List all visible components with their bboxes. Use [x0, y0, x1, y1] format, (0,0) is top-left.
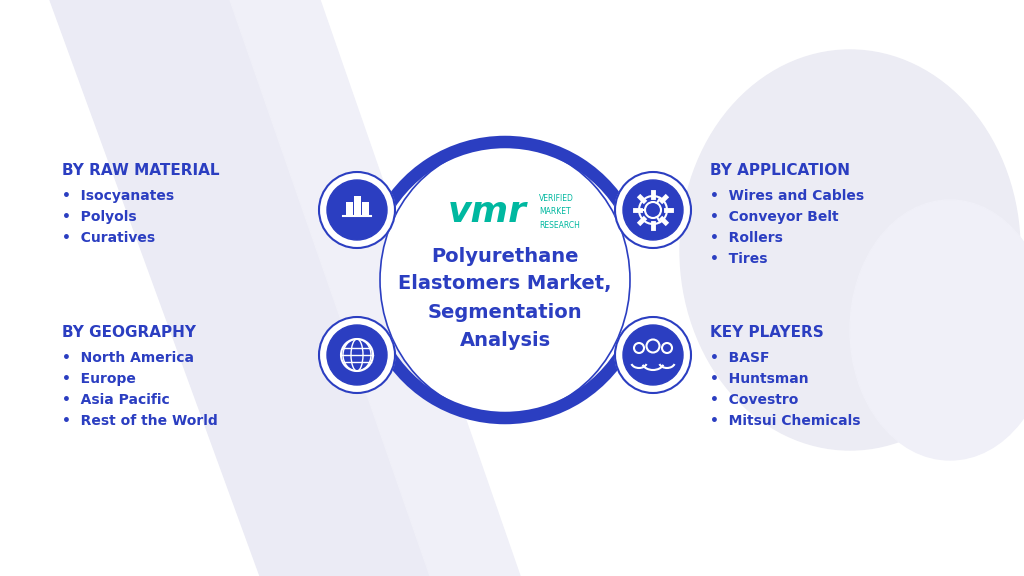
Text: •  Conveyor Belt: • Conveyor Belt — [710, 210, 839, 224]
Text: •  Europe: • Europe — [62, 372, 136, 386]
Ellipse shape — [380, 145, 630, 415]
Text: •  Polyols: • Polyols — [62, 210, 136, 224]
Circle shape — [623, 325, 683, 385]
Text: VERIFIED
MARKET
RESEARCH: VERIFIED MARKET RESEARCH — [539, 194, 580, 230]
Circle shape — [327, 325, 387, 385]
Polygon shape — [230, 0, 520, 576]
Bar — [362, 202, 369, 216]
Text: •  North America: • North America — [62, 351, 194, 365]
Text: •  Asia Pacific: • Asia Pacific — [62, 393, 170, 407]
Text: •  Huntsman: • Huntsman — [710, 372, 809, 386]
Text: BY GEOGRAPHY: BY GEOGRAPHY — [62, 325, 196, 340]
Text: •  Tires: • Tires — [710, 252, 768, 266]
Text: •  BASF: • BASF — [710, 351, 769, 365]
Text: •  Covestro: • Covestro — [710, 393, 799, 407]
Bar — [354, 196, 361, 216]
Text: •  Rest of the World: • Rest of the World — [62, 414, 218, 428]
Bar — [346, 202, 353, 216]
Ellipse shape — [680, 50, 1020, 450]
Text: •  Isocyanates: • Isocyanates — [62, 189, 174, 203]
Text: KEY PLAYERS: KEY PLAYERS — [710, 325, 823, 340]
Ellipse shape — [850, 200, 1024, 460]
Circle shape — [623, 180, 683, 240]
Text: •  Wires and Cables: • Wires and Cables — [710, 189, 864, 203]
Text: •  Curatives: • Curatives — [62, 231, 155, 245]
Circle shape — [327, 180, 387, 240]
Text: BY APPLICATION: BY APPLICATION — [710, 163, 850, 178]
Circle shape — [615, 317, 691, 393]
Text: •  Mitsui Chemicals: • Mitsui Chemicals — [710, 414, 860, 428]
Text: Polyurethane
Elastomers Market,
Segmentation
Analysis: Polyurethane Elastomers Market, Segmenta… — [398, 247, 611, 350]
Circle shape — [615, 172, 691, 248]
Circle shape — [319, 172, 395, 248]
Text: •  Rollers: • Rollers — [710, 231, 783, 245]
Polygon shape — [50, 0, 430, 576]
Circle shape — [319, 317, 395, 393]
Text: vmr: vmr — [447, 195, 526, 229]
Text: BY RAW MATERIAL: BY RAW MATERIAL — [62, 163, 219, 178]
